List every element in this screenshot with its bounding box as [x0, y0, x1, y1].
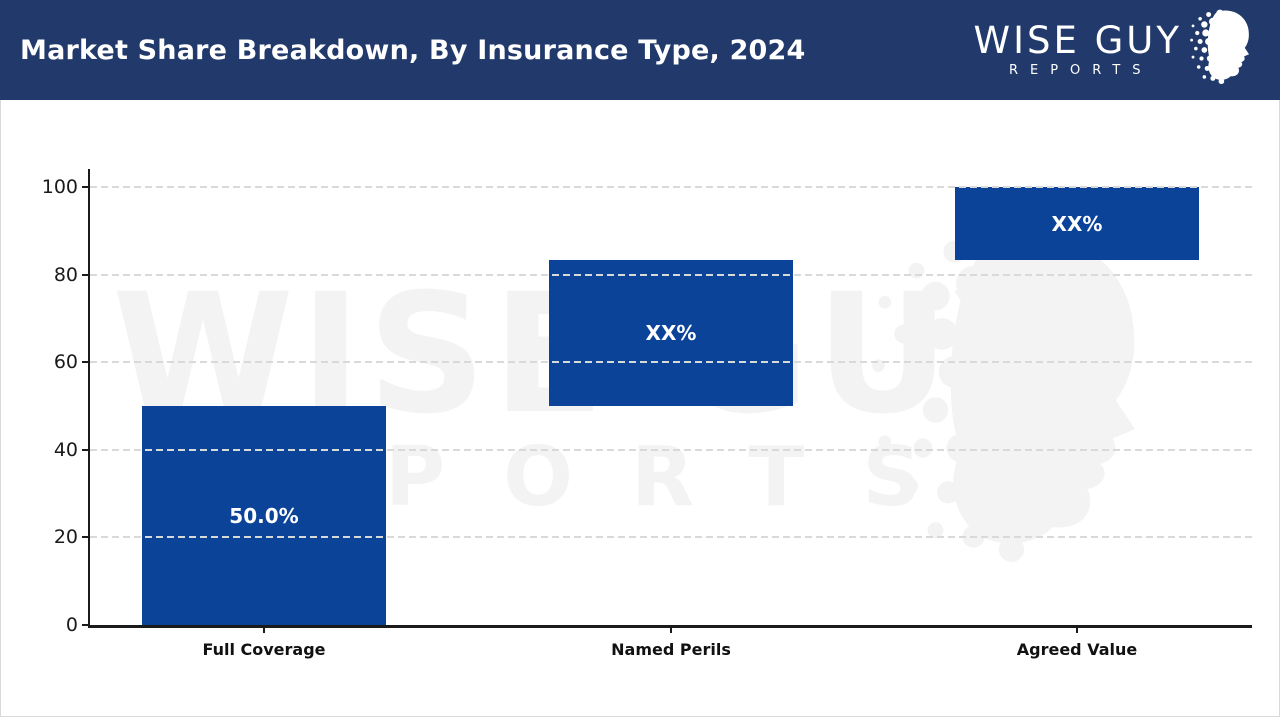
- gridline: [90, 186, 1252, 188]
- bar-value-label: XX%: [645, 321, 697, 346]
- bar-value-label: 50.0%: [229, 503, 299, 528]
- gridline: [90, 536, 1252, 539]
- y-tick-label: 60: [53, 351, 78, 374]
- x-category-label: Full Coverage: [202, 640, 326, 659]
- y-tick-mark: [82, 448, 89, 451]
- y-tick-mark: [82, 273, 89, 276]
- bar-value-label: XX%: [1051, 211, 1103, 236]
- watermark-head-icon: [808, 220, 1158, 600]
- y-tick-label: 20: [53, 526, 78, 549]
- x-category-label: Agreed Value: [1016, 640, 1138, 659]
- gridline: [90, 273, 1252, 276]
- y-tick-label: 80: [53, 263, 78, 286]
- page-title: Market Share Breakdown, By Insurance Typ…: [20, 34, 806, 66]
- bar-segment: XX%: [549, 260, 793, 406]
- header-bar: Market Share Breakdown, By Insurance Typ…: [0, 0, 1280, 100]
- wise-guy-logo: WISE GUY REPORTS: [974, 6, 1254, 94]
- y-tick-mark: [82, 186, 89, 188]
- x-tick-mark: [1076, 627, 1078, 633]
- bottom-border: [0, 716, 1280, 717]
- logo-text: WISE GUY REPORTS: [974, 22, 1182, 78]
- y-tick-label: 100: [41, 176, 78, 198]
- y-tick-mark: [82, 361, 89, 364]
- bar-segment: 50.0%: [142, 406, 386, 625]
- y-tick-mark: [82, 536, 89, 539]
- logo-head-icon: [1176, 6, 1254, 94]
- logo-subtitle: REPORTS: [1008, 63, 1153, 78]
- y-tick-label: 0: [65, 614, 78, 636]
- y-tick-label: 40: [53, 438, 78, 461]
- bar-segment: XX%: [955, 187, 1199, 261]
- x-tick-mark: [263, 627, 265, 633]
- x-axis-line: [88, 625, 1252, 628]
- logo-wordmark: WISE GUY: [973, 19, 1182, 62]
- y-tick-mark: [82, 624, 89, 626]
- x-tick-mark: [670, 627, 672, 633]
- x-category-label: Named Perils: [611, 640, 731, 659]
- left-border: [0, 100, 1, 717]
- gridline: [90, 448, 1252, 451]
- gridline: [90, 361, 1252, 364]
- y-axis-line: [88, 169, 90, 627]
